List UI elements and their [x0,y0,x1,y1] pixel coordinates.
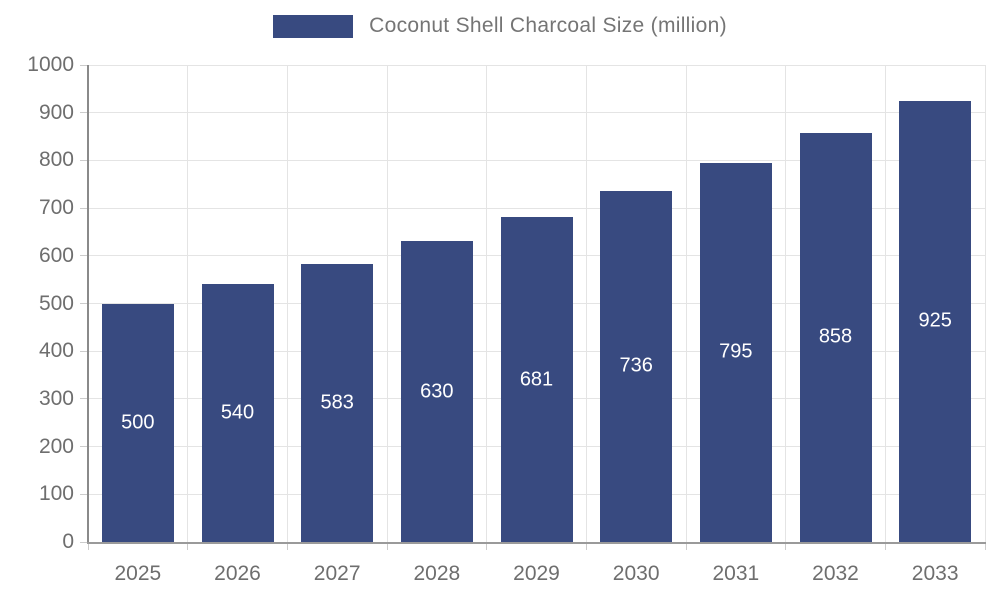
y-tick-label: 1000 [27,53,74,76]
y-tick-label: 900 [38,100,74,124]
legend[interactable]: Coconut Shell Charcoal Size (million) [0,14,1000,38]
bar-value-label: 925 [918,309,952,332]
x-axis-tick [187,542,189,550]
gridline-horizontal [88,207,985,209]
y-axis-tick [80,398,88,400]
x-tick-label: 2032 [812,562,859,585]
y-axis-tick [80,207,88,209]
x-tick-label: 2029 [513,562,560,585]
y-tick-label: 0 [62,530,74,553]
x-axis-line [87,542,986,544]
x-axis-tick [884,542,886,550]
y-tick-label: 200 [38,434,74,458]
bar-value-label: 500 [121,411,155,434]
y-axis-tick [80,159,88,161]
y-axis-tick [80,493,88,495]
x-axis-tick [685,542,687,550]
y-axis-tick [80,112,88,114]
y-axis-tick [80,446,88,448]
bar-value-label: 540 [220,401,255,424]
y-tick-label: 500 [38,291,74,315]
bar[interactable] [899,100,971,542]
x-axis-tick [386,542,388,550]
y-axis-line [87,65,89,542]
bar-value-label: 795 [719,340,753,363]
x-tick-label: 2031 [712,562,760,585]
gridline-horizontal [88,64,985,66]
x-axis-tick [87,542,89,550]
y-tick-label: 100 [38,482,74,506]
gridline-horizontal [88,112,985,114]
bar[interactable] [600,190,672,542]
gridline-vertical [386,65,388,542]
gridline-vertical [685,65,687,542]
gridline-vertical [286,65,288,542]
y-tick-label: 300 [38,386,74,410]
bar-value-label: 630 [420,380,454,403]
x-tick-label: 2026 [214,562,261,585]
x-axis-tick [486,542,488,550]
y-axis-tick [80,303,88,304]
bar-value-label: 681 [519,368,554,391]
gridline-vertical [785,65,787,542]
x-tick-label: 2030 [612,562,660,585]
y-tick-label: 700 [38,196,74,220]
bar-value-label: 736 [619,354,653,377]
gridline-vertical [585,65,587,542]
bar[interactable] [102,303,174,542]
y-tick-label: 800 [38,148,74,172]
gridline-vertical [486,65,488,542]
y-axis-tick [80,64,88,66]
bar-value-label: 858 [818,325,853,348]
gridline-horizontal [88,159,985,161]
x-tick-label: 2027 [313,562,361,585]
legend-swatch [273,14,354,38]
bar[interactable] [301,263,373,542]
gridline-vertical [984,65,986,542]
y-axis-tick [80,541,88,543]
gridline-vertical [187,65,189,542]
bar[interactable] [202,284,274,542]
bar[interactable] [501,217,573,542]
x-tick-label: 2028 [413,562,461,585]
x-tick-label: 2025 [114,562,162,585]
bar-value-label: 583 [320,391,354,414]
x-axis-tick [785,542,787,550]
y-tick-label: 600 [38,243,74,267]
gridline-vertical [884,65,886,542]
x-tick-label: 2033 [911,562,959,585]
y-axis-tick [80,255,88,257]
x-axis-tick [585,542,587,550]
x-axis-tick [286,542,288,550]
y-axis-tick [80,350,88,352]
legend-label: Coconut Shell Charcoal Size (million) [369,14,727,37]
bar[interactable] [800,132,872,542]
bar[interactable] [700,162,772,542]
bar[interactable] [401,241,473,542]
x-axis-tick [984,542,986,550]
y-tick-label: 400 [38,339,74,363]
